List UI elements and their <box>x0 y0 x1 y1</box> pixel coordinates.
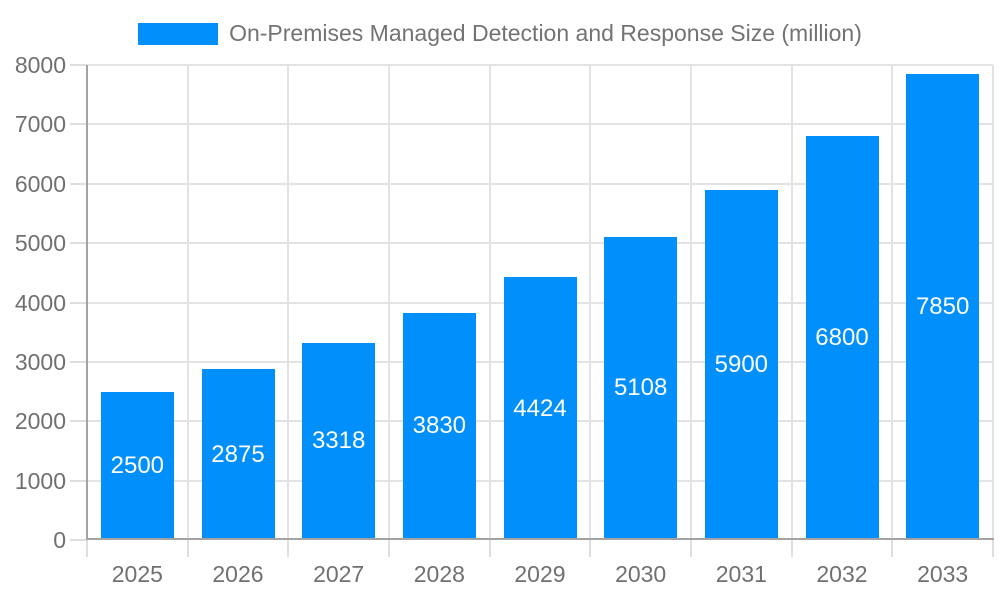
v-gridline <box>589 65 592 540</box>
y-axis-label: 1000 <box>14 467 66 494</box>
x-axis-label: 2030 <box>615 561 667 587</box>
x-axis-label: 2029 <box>514 561 566 587</box>
y-tick <box>70 420 87 423</box>
y-axis-label: 0 <box>53 527 66 553</box>
v-gridline <box>488 65 491 540</box>
y-axis-label: 5000 <box>14 230 66 257</box>
y-tick <box>70 123 87 126</box>
x-axis-label: 2033 <box>917 561 969 587</box>
v-gridline <box>388 65 390 540</box>
v-gridline <box>891 65 894 540</box>
y-axis-label: 4000 <box>14 289 66 316</box>
x-axis-line <box>86 538 994 540</box>
v-gridline <box>186 65 189 540</box>
y-tick <box>70 242 87 245</box>
y-tick <box>70 301 87 304</box>
y-tick <box>70 539 87 541</box>
h-gridline <box>87 182 993 185</box>
x-tick <box>488 540 491 557</box>
x-tick <box>186 540 189 557</box>
x-tick <box>992 540 994 557</box>
y-axis-label: 2000 <box>14 408 66 435</box>
y-tick <box>70 182 87 185</box>
x-axis-label: 2028 <box>413 561 465 587</box>
y-axis-label: 7000 <box>14 111 66 138</box>
x-axis-label: 2027 <box>313 561 365 587</box>
y-axis-label: 3000 <box>14 348 66 375</box>
bar[interactable] <box>201 369 275 540</box>
x-tick <box>589 540 592 557</box>
v-gridline <box>287 65 290 540</box>
legend-label: On-Premises Managed Detection and Respon… <box>229 20 862 46</box>
bar[interactable] <box>805 136 879 540</box>
h-gridline <box>87 242 993 245</box>
y-axis-line <box>86 65 88 540</box>
bar[interactable] <box>704 189 778 540</box>
plot-area: 2500 2875 3318 3830 4424 5108 5900 6800 7850 <box>87 64 994 540</box>
x-tick <box>287 540 290 557</box>
bar[interactable] <box>402 312 476 540</box>
x-axis-label: 2026 <box>212 561 264 587</box>
x-tick <box>388 540 390 557</box>
bar[interactable] <box>100 391 174 540</box>
bar[interactable] <box>906 73 980 540</box>
x-axis-label: 2032 <box>816 561 868 587</box>
x-axis-label: 2031 <box>715 561 767 587</box>
legend-item[interactable]: On-Premises Managed Detection and Respon… <box>0 20 1000 47</box>
v-gridline <box>790 65 793 540</box>
bar[interactable] <box>302 342 376 540</box>
h-gridline <box>87 64 993 66</box>
y-axis-label: 6000 <box>14 170 66 197</box>
y-axis-label: 8000 <box>14 52 66 78</box>
x-tick <box>690 540 692 557</box>
x-tick <box>86 540 88 557</box>
y-tick <box>70 479 87 482</box>
legend-swatch <box>138 22 219 45</box>
v-gridline <box>992 65 994 540</box>
x-tick <box>790 540 793 557</box>
bar[interactable] <box>503 277 577 540</box>
bar[interactable] <box>604 236 678 540</box>
x-tick <box>891 540 894 557</box>
y-tick <box>70 360 87 363</box>
v-gridline <box>690 65 692 540</box>
h-gridline <box>87 123 993 126</box>
y-tick <box>70 64 87 66</box>
x-axis-label: 2025 <box>111 561 163 587</box>
